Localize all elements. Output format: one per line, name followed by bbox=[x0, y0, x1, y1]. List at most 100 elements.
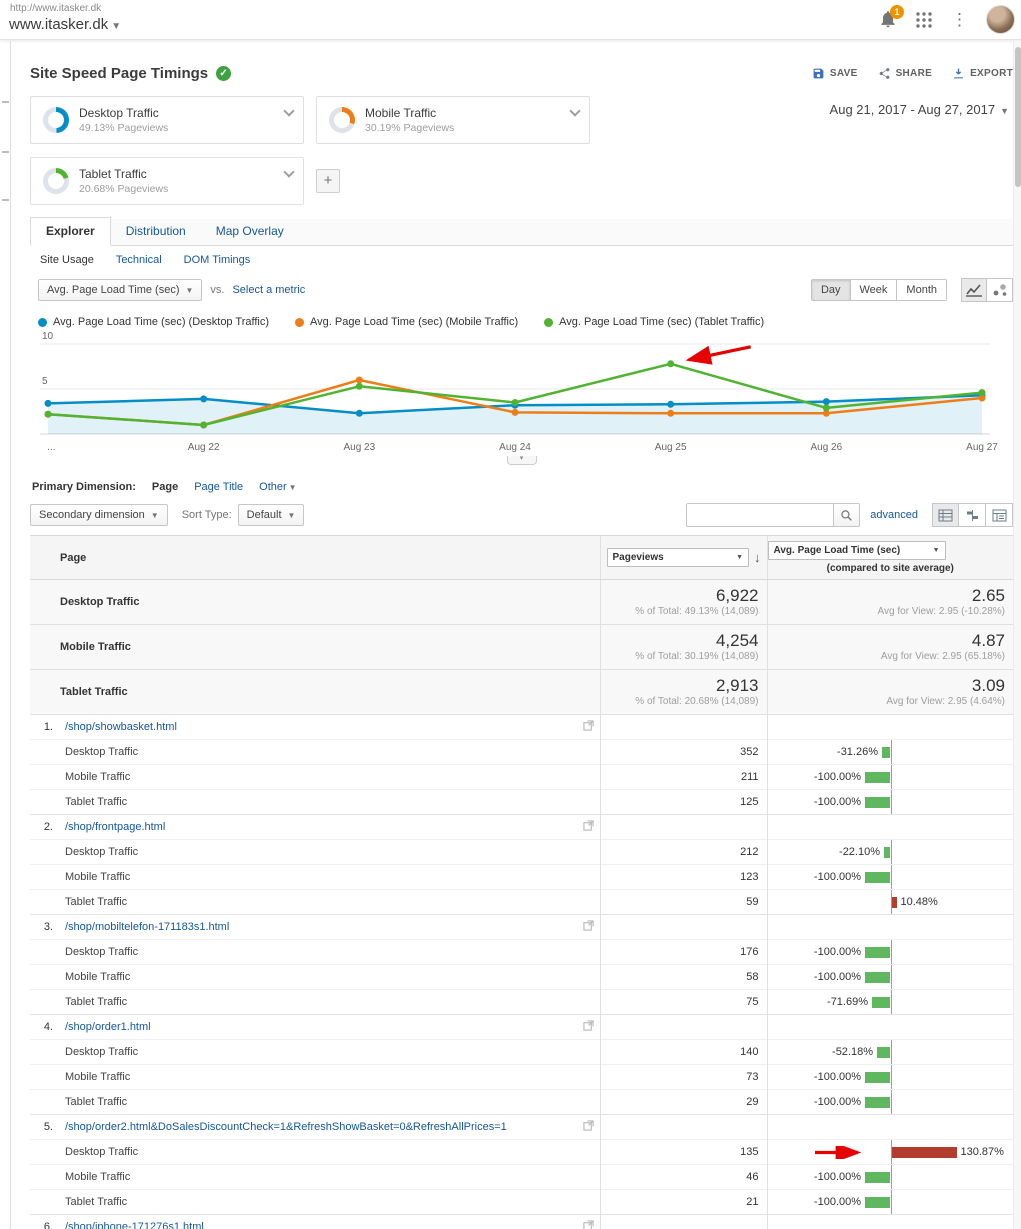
chevron-down-icon: ▼ bbox=[287, 510, 296, 520]
zero-axis-line bbox=[890, 890, 892, 914]
open-in-new-icon[interactable] bbox=[582, 1120, 594, 1134]
segment-card-tablet[interactable]: Tablet Traffic 20.68% Pageviews bbox=[30, 157, 304, 205]
chart-expand-handle[interactable]: ▾ bbox=[506, 455, 537, 465]
share-button[interactable]: SHARE bbox=[878, 67, 933, 80]
page-title: Site Speed Page Timings bbox=[30, 64, 209, 82]
page-link[interactable]: /shop/frontpage.html bbox=[65, 821, 166, 833]
open-in-new-icon[interactable] bbox=[582, 1220, 594, 1229]
account-picker[interactable]: www.itasker.dk ▼ bbox=[9, 16, 121, 33]
chevron-down-icon[interactable] bbox=[283, 105, 295, 117]
zero-axis-line bbox=[890, 1140, 892, 1164]
page-link[interactable]: /shop/showbasket.html bbox=[65, 721, 177, 733]
tab-distribution[interactable]: Distribution bbox=[125, 224, 186, 238]
open-in-new-icon[interactable] bbox=[582, 1020, 594, 1034]
pageviews-metric-select[interactable]: Pageviews ▼ bbox=[606, 548, 750, 567]
comparison-view-button[interactable] bbox=[959, 503, 986, 527]
open-in-new-icon[interactable] bbox=[582, 720, 594, 734]
user-avatar[interactable] bbox=[986, 5, 1015, 34]
open-in-new-icon[interactable] bbox=[582, 820, 594, 834]
page-scrollbar[interactable] bbox=[1013, 41, 1021, 1229]
motion-chart-view-button[interactable] bbox=[987, 278, 1013, 302]
load-time-metric-select[interactable]: Avg. Page Load Time (sec) ▼ bbox=[767, 541, 946, 560]
table-search-input[interactable] bbox=[686, 503, 835, 527]
notifications-button[interactable]: 1 bbox=[878, 4, 904, 32]
donut-chart-icon bbox=[43, 168, 69, 194]
chart-legend: Avg. Page Load Time (sec) (Desktop Traff… bbox=[30, 316, 1013, 328]
total-row-mobile: Mobile Traffic 4,254 % of Total: 30.19% … bbox=[30, 624, 1014, 670]
segment-row: Mobile Traffic 58 -100.00% bbox=[30, 964, 1014, 990]
search-icon bbox=[841, 509, 853, 521]
segment-label: Tablet Traffic bbox=[60, 1089, 601, 1115]
page-link[interactable]: /shop/mobiltelefon-171183s1.html bbox=[65, 921, 230, 933]
subtab-dom-timings[interactable]: DOM Timings bbox=[183, 254, 251, 266]
open-in-new-icon[interactable] bbox=[582, 920, 594, 934]
segment-row: Desktop Traffic 176 -100.00% bbox=[30, 939, 1014, 965]
segment-card-desktop[interactable]: Desktop Traffic 49.13% Pageviews bbox=[30, 96, 304, 144]
dimension-page[interactable]: Page bbox=[151, 481, 179, 493]
segment-card-mobile[interactable]: Mobile Traffic 30.19% Pageviews bbox=[316, 96, 590, 144]
search-button[interactable] bbox=[834, 503, 861, 527]
line-chart-view-button[interactable] bbox=[961, 278, 987, 302]
metric-cell bbox=[766, 1114, 1014, 1140]
segment-row: Mobile Traffic 73 -100.00% bbox=[30, 1064, 1014, 1090]
granularity-day[interactable]: Day bbox=[810, 279, 851, 301]
top-bar: http://www.itasker.dk www.itasker.dk ▼ 1 … bbox=[0, 0, 1021, 40]
add-segment-button[interactable]: + bbox=[316, 169, 340, 193]
collapsed-sidebar[interactable] bbox=[0, 41, 11, 1229]
total-segment-name: Mobile Traffic bbox=[30, 624, 601, 670]
secondary-dimension-dropdown[interactable]: Secondary dimension ▼ bbox=[30, 504, 168, 526]
segment-label: Desktop Traffic bbox=[60, 1039, 601, 1065]
save-button[interactable]: SAVE bbox=[812, 67, 858, 80]
pageviews-cell bbox=[599, 814, 768, 840]
chevron-down-icon: ▼ bbox=[1000, 106, 1009, 116]
more-options-icon[interactable]: ⋮ bbox=[951, 9, 968, 29]
subtab-technical[interactable]: Technical bbox=[115, 254, 162, 266]
dimension-page-title[interactable]: Page Title bbox=[194, 481, 244, 493]
granularity-month[interactable]: Month bbox=[897, 279, 947, 301]
zero-axis-line bbox=[890, 790, 892, 814]
dimension-other[interactable]: Other ▼ bbox=[259, 481, 296, 493]
subtab-site-usage[interactable]: Site Usage bbox=[40, 254, 94, 266]
pageviews-value: 123 bbox=[599, 864, 768, 890]
apps-grid-icon[interactable] bbox=[915, 11, 933, 29]
date-range-text: Aug 21, 2017 - Aug 27, 2017 bbox=[829, 102, 996, 117]
pageviews-header-label: Pageviews bbox=[612, 552, 664, 563]
legend-label: Avg. Page Load Time (sec) (Desktop Traff… bbox=[53, 316, 270, 328]
y-axis-label: 5 bbox=[42, 376, 48, 387]
row-number: 2. bbox=[30, 814, 60, 840]
delta-bar bbox=[865, 1172, 891, 1183]
data-view-button[interactable] bbox=[932, 503, 959, 527]
notification-badge: 1 bbox=[890, 4, 904, 19]
tab-explorer[interactable]: Explorer bbox=[30, 217, 111, 246]
page-link[interactable]: /shop/order1.html bbox=[65, 1021, 151, 1033]
sort-descending-icon[interactable]: ↓ bbox=[754, 550, 761, 565]
delta-label: 10.48% bbox=[900, 896, 938, 908]
timeseries-chart[interactable]: 5 10 ... Aug 22 Aug 23 Aug 24 Aug 25 Aug 26 Aug… bbox=[40, 331, 998, 456]
tab-map-overlay[interactable]: Map Overlay bbox=[215, 224, 284, 238]
chevron-down-icon[interactable] bbox=[283, 166, 295, 178]
page-link[interactable]: /shop/order2.html&DoSalesDiscountCheck=1… bbox=[65, 1121, 507, 1133]
granularity-toggle: Day Week Month bbox=[810, 279, 947, 301]
table-row: 3. /shop/mobiltelefon-171183s1.html bbox=[30, 914, 1014, 940]
explorer-subtabs: Site Usage Technical DOM Timings bbox=[30, 246, 1013, 274]
chevron-down-icon[interactable] bbox=[569, 105, 581, 117]
delta-bar bbox=[865, 872, 891, 883]
metric-dropdown[interactable]: Avg. Page Load Time (sec) ▼ bbox=[38, 279, 203, 301]
segment-label: Tablet Traffic bbox=[60, 1189, 601, 1215]
secondary-dimension-label: Secondary dimension bbox=[39, 509, 145, 521]
page-link[interactable]: /shop/iphone-171276s1.html bbox=[65, 1221, 204, 1229]
export-button[interactable]: EXPORT bbox=[952, 67, 1013, 80]
sort-type-dropdown[interactable]: Default ▼ bbox=[237, 504, 305, 526]
table-row: 1. /shop/showbasket.html bbox=[30, 714, 1014, 740]
scrollbar-thumb[interactable] bbox=[1015, 47, 1021, 187]
date-range-selector[interactable]: Aug 21, 2017 - Aug 27, 2017 ▼ bbox=[830, 102, 1009, 117]
page-column-header[interactable]: Page bbox=[30, 535, 601, 580]
pivot-view-button[interactable] bbox=[986, 503, 1013, 527]
granularity-week[interactable]: Week bbox=[850, 279, 898, 301]
page-header-label: Page bbox=[60, 551, 87, 564]
advanced-search-link[interactable]: advanced bbox=[870, 509, 918, 521]
select-metric-link[interactable]: Select a metric bbox=[232, 284, 306, 296]
segment-label: Tablet Traffic bbox=[60, 889, 601, 915]
y-axis-label: 10 bbox=[42, 331, 54, 342]
segment-row: Tablet Traffic 21 -100.00% bbox=[30, 1189, 1014, 1215]
